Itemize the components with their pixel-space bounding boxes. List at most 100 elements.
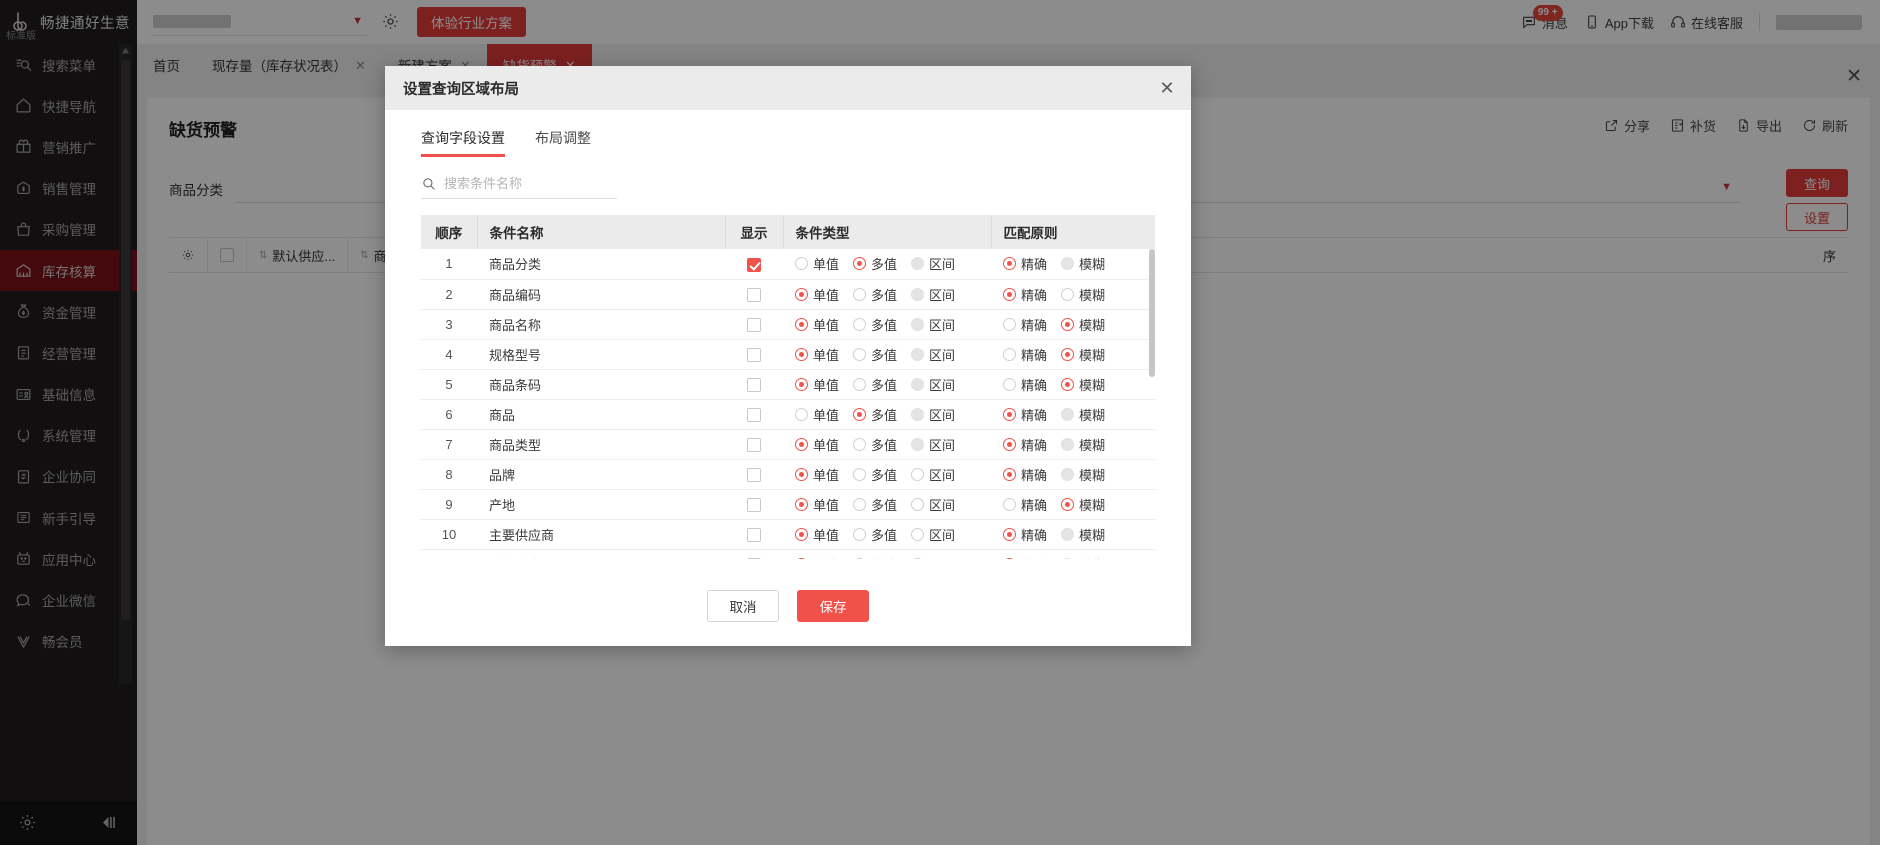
radio-区间[interactable]: 区间 [911, 315, 955, 334]
show-checkbox[interactable] [747, 377, 761, 392]
radio-模糊[interactable]: 模糊 [1061, 375, 1105, 394]
app-download-button[interactable]: App下载 [1584, 13, 1654, 32]
table-row[interactable]: 4 规格型号 单值 多值 区间 精确 模糊 [421, 339, 1155, 370]
collapse-sidebar-icon[interactable] [99, 813, 119, 833]
tab-query-field-settings[interactable]: 查询字段设置 [421, 128, 505, 157]
radio-单值[interactable]: 单值 [795, 465, 839, 484]
close-icon[interactable]: ✕ [1159, 78, 1175, 98]
show-checkbox[interactable] [747, 557, 761, 559]
condition-table-scrollbar[interactable] [1149, 249, 1155, 525]
radio-精确[interactable]: 精确 [1003, 375, 1047, 394]
radio-精确[interactable]: 精确 [1003, 285, 1047, 304]
show-checkbox[interactable] [747, 407, 761, 422]
radio-区间[interactable]: 区间 [911, 285, 955, 304]
radio-多值[interactable]: 多值 [853, 345, 897, 364]
radio-精确[interactable]: 精确 [1003, 435, 1047, 454]
radio-区间[interactable]: 区间 [911, 495, 955, 514]
share-button[interactable]: 分享 [1604, 116, 1650, 135]
radio-模糊[interactable]: 模糊 [1061, 254, 1105, 273]
checkbox-icon[interactable] [220, 248, 234, 262]
table-row[interactable]: 7 商品类型 单值 多值 区间 精确 模糊 [421, 429, 1155, 460]
radio-模糊[interactable]: 模糊 [1061, 405, 1105, 424]
sidebar-item-purchase[interactable]: 采购管理 [0, 209, 137, 250]
table-row[interactable]: 10 主要供应商 单值 多值 区间 精确 模糊 [421, 519, 1155, 550]
sidebar-item-app-center[interactable]: 应用中心 [0, 538, 137, 579]
sidebar-item-inventory[interactable]: 库存核算 [0, 249, 137, 292]
radio-单值[interactable]: 单值 [795, 405, 839, 424]
table-row[interactable]: 8 品牌 单值 多值 区间 精确 模糊 [421, 459, 1155, 490]
condition-search-box[interactable] [421, 169, 617, 199]
company-select[interactable]: ▼ [151, 8, 367, 36]
search-input[interactable] [444, 176, 617, 191]
radio-精确[interactable]: 精确 [1003, 465, 1047, 484]
radio-模糊[interactable]: 模糊 [1061, 435, 1105, 454]
radio-单值[interactable]: 单值 [795, 525, 839, 544]
save-button[interactable]: 保存 [797, 590, 869, 622]
radio-区间[interactable]: 区间 [911, 345, 955, 364]
grid-col-default-supplier[interactable]: ⇅ 默认供应... [247, 237, 349, 273]
radio-精确[interactable]: 精确 [1003, 555, 1047, 559]
sidebar-item-system[interactable]: 系统管理 [0, 415, 137, 456]
export-button[interactable]: 导出 [1736, 116, 1782, 135]
radio-模糊[interactable]: 模糊 [1061, 525, 1105, 544]
radio-模糊[interactable]: 模糊 [1061, 465, 1105, 484]
table-row[interactable]: 2 商品编码 单值 多值 区间 精确 模糊 [421, 279, 1155, 310]
table-row[interactable]: 5 商品条码 单值 多值 区间 精确 模糊 [421, 369, 1155, 400]
radio-单值[interactable]: 单值 [795, 315, 839, 334]
radio-精确[interactable]: 精确 [1003, 525, 1047, 544]
radio-多值[interactable]: 多值 [853, 254, 897, 273]
table-row[interactable]: 9 产地 单值 多值 区间 精确 模糊 [421, 489, 1155, 520]
sidebar-item-marketing[interactable]: 营销推广 [0, 126, 137, 167]
table-row[interactable]: 1 商品分类 单值 多值 区间 精确 模糊 [421, 249, 1155, 280]
sidebar-item-funds[interactable]: 资金管理 [0, 291, 137, 332]
tab-home[interactable]: 首页 [137, 44, 196, 86]
radio-单值[interactable]: 单值 [795, 345, 839, 364]
grid-select-all-checkbox[interactable] [208, 237, 247, 273]
user-account-name[interactable] [1776, 14, 1862, 30]
show-checkbox[interactable] [747, 347, 761, 362]
table-row[interactable]: 6 商品 单值 多值 区间 精确 模糊 [421, 399, 1155, 430]
radio-精确[interactable]: 精确 [1003, 495, 1047, 514]
sidebar-item-search-menu[interactable]: 搜索菜单 [0, 44, 137, 85]
show-checkbox[interactable] [747, 437, 761, 452]
gear-icon[interactable] [18, 813, 38, 833]
grid-settings-icon[interactable] [169, 237, 208, 273]
sidebar-item-guide[interactable]: 新手引导 [0, 497, 137, 538]
radio-模糊[interactable]: 模糊 [1061, 285, 1105, 304]
sidebar-item-operations[interactable]: 经营管理 [0, 332, 137, 373]
radio-单值[interactable]: 单值 [795, 285, 839, 304]
tab-layout-adjustment[interactable]: 布局调整 [535, 130, 591, 146]
table-row[interactable]: 3 商品名称 单值 多值 区间 精确 模糊 [421, 309, 1155, 340]
scrollbar-thumb[interactable] [1149, 249, 1155, 377]
close-all-tabs-icon[interactable]: ✕ [1846, 66, 1862, 87]
show-checkbox[interactable] [747, 287, 761, 302]
query-button[interactable]: 查询 [1786, 169, 1848, 197]
show-checkbox[interactable] [747, 257, 761, 272]
table-row[interactable]: 11默认仓库单值 多值 区间 精确 模糊 [421, 549, 1155, 559]
radio-区间[interactable]: 区间 [911, 405, 955, 424]
radio-多值[interactable]: 多值 [853, 555, 897, 559]
radio-单值[interactable]: 单值 [795, 495, 839, 514]
chevron-up-icon[interactable] [120, 46, 131, 57]
radio-多值[interactable]: 多值 [853, 405, 897, 424]
radio-多值[interactable]: 多值 [853, 375, 897, 394]
radio-区间[interactable]: 区间 [911, 254, 955, 273]
radio-精确[interactable]: 精确 [1003, 315, 1047, 334]
radio-精确[interactable]: 精确 [1003, 405, 1047, 424]
radio-精确[interactable]: 精确 [1003, 345, 1047, 364]
radio-多值[interactable]: 多值 [853, 525, 897, 544]
show-checkbox[interactable] [747, 467, 761, 482]
show-checkbox[interactable] [747, 317, 761, 332]
sidebar-item-collaboration[interactable]: 企业协同 [0, 456, 137, 497]
gear-icon[interactable] [381, 12, 401, 32]
close-icon[interactable]: ✕ [459, 57, 471, 73]
radio-模糊[interactable]: 模糊 [1061, 315, 1105, 334]
radio-单值[interactable]: 单值 [795, 254, 839, 273]
radio-区间[interactable]: 区间 [911, 525, 955, 544]
messages-button[interactable]: 消息 99 + [1521, 4, 1568, 32]
radio-区间[interactable]: 区间 [911, 375, 955, 394]
sidebar-item-vip-member[interactable]: 畅会员 [0, 621, 137, 662]
cancel-button[interactable]: 取消 [707, 590, 779, 622]
tab-stock-status[interactable]: 现存量（库存状况表） ✕ [196, 44, 382, 86]
